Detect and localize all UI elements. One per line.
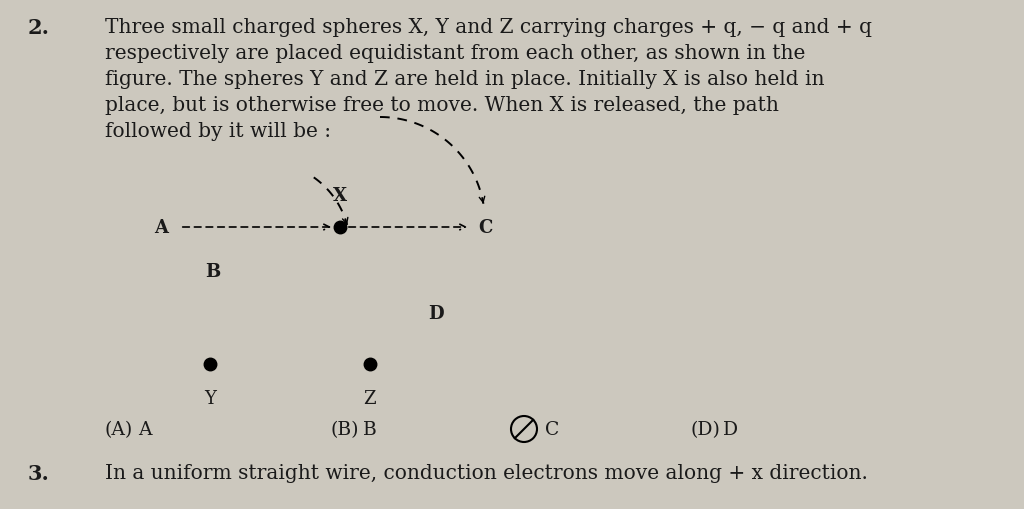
Text: B: B xyxy=(205,263,220,280)
Text: followed by it will be :: followed by it will be : xyxy=(105,122,331,140)
Text: In a uniform straight wire, conduction electrons move along + x direction.: In a uniform straight wire, conduction e… xyxy=(105,463,868,482)
Text: A: A xyxy=(138,420,152,438)
Text: X: X xyxy=(333,187,347,205)
Text: A: A xyxy=(154,218,168,237)
Text: C: C xyxy=(478,218,493,237)
Text: Three small charged spheres X, Y and Z carrying charges + q, − q and + q: Three small charged spheres X, Y and Z c… xyxy=(105,18,872,37)
Text: D: D xyxy=(723,420,738,438)
Text: respectively are placed equidistant from each other, as shown in the: respectively are placed equidistant from… xyxy=(105,44,805,63)
Text: figure. The spheres Y and Z are held in place. Initially X is also held in: figure. The spheres Y and Z are held in … xyxy=(105,70,824,89)
Text: (A): (A) xyxy=(105,420,133,438)
Text: B: B xyxy=(362,420,377,438)
Text: (D): (D) xyxy=(690,420,720,438)
Text: place, but is otherwise free to move. When X is released, the path: place, but is otherwise free to move. Wh… xyxy=(105,96,779,115)
Text: Z: Z xyxy=(364,389,376,407)
Text: Y: Y xyxy=(204,389,216,407)
Text: C: C xyxy=(545,420,559,438)
Text: D: D xyxy=(428,304,443,322)
Text: 3.: 3. xyxy=(28,463,50,483)
Text: 2.: 2. xyxy=(28,18,50,38)
Text: (B): (B) xyxy=(330,420,358,438)
